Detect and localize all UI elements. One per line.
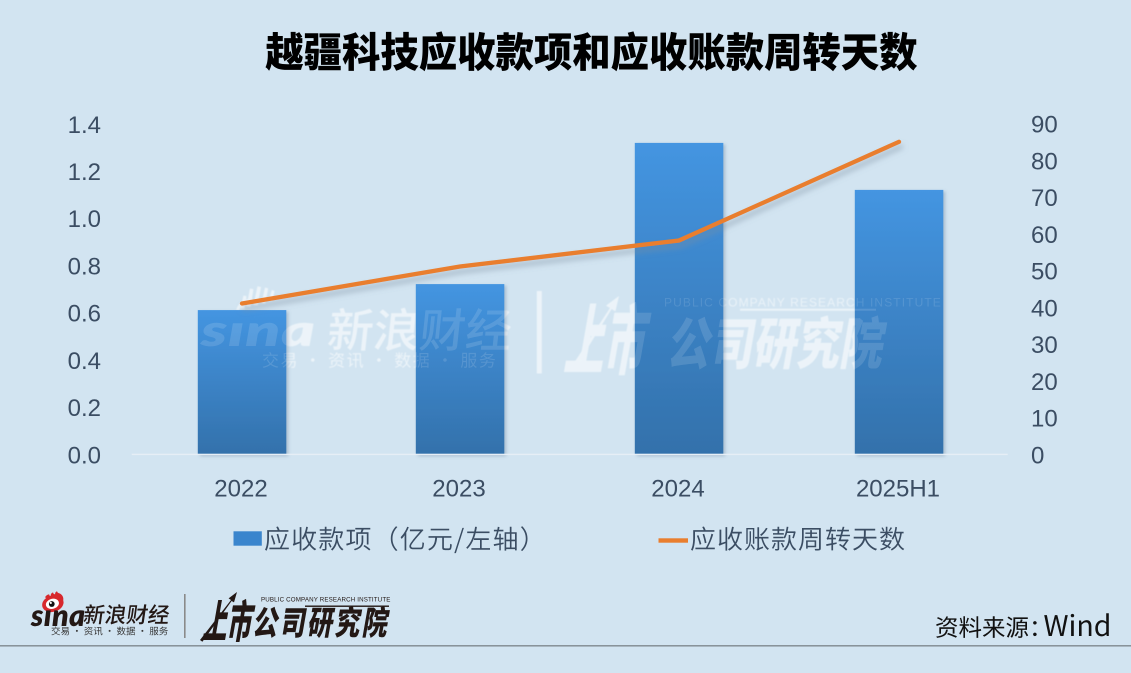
svg-text:0.4: 0.4 xyxy=(68,348,101,375)
svg-text:1.4: 1.4 xyxy=(68,112,101,139)
svg-text:90: 90 xyxy=(1031,112,1058,139)
svg-text:10: 10 xyxy=(1031,406,1058,433)
svg-text:PUBLIC COMPANY RESEARCH INSTIT: PUBLIC COMPANY RESEARCH INSTITUTE xyxy=(261,597,391,604)
svg-text:70: 70 xyxy=(1031,185,1058,212)
svg-text:2024: 2024 xyxy=(651,475,704,502)
svg-text:40: 40 xyxy=(1031,295,1058,322)
svg-text:0.0: 0.0 xyxy=(68,442,101,469)
svg-text:0.8: 0.8 xyxy=(68,253,101,280)
svg-text:2022: 2022 xyxy=(214,475,267,502)
svg-text:0.6: 0.6 xyxy=(68,301,101,328)
svg-text:80: 80 xyxy=(1031,149,1058,176)
svg-text:30: 30 xyxy=(1031,332,1058,359)
svg-text:1.0: 1.0 xyxy=(68,206,101,233)
svg-text:0.2: 0.2 xyxy=(68,395,101,422)
svg-text:60: 60 xyxy=(1031,222,1058,249)
svg-text:0: 0 xyxy=(1031,442,1044,469)
svg-text:1.2: 1.2 xyxy=(68,159,101,186)
svg-text:2023: 2023 xyxy=(432,475,485,502)
svg-text:20: 20 xyxy=(1031,369,1058,396)
svg-text:2025H1: 2025H1 xyxy=(856,475,940,502)
svg-text:50: 50 xyxy=(1031,259,1058,286)
